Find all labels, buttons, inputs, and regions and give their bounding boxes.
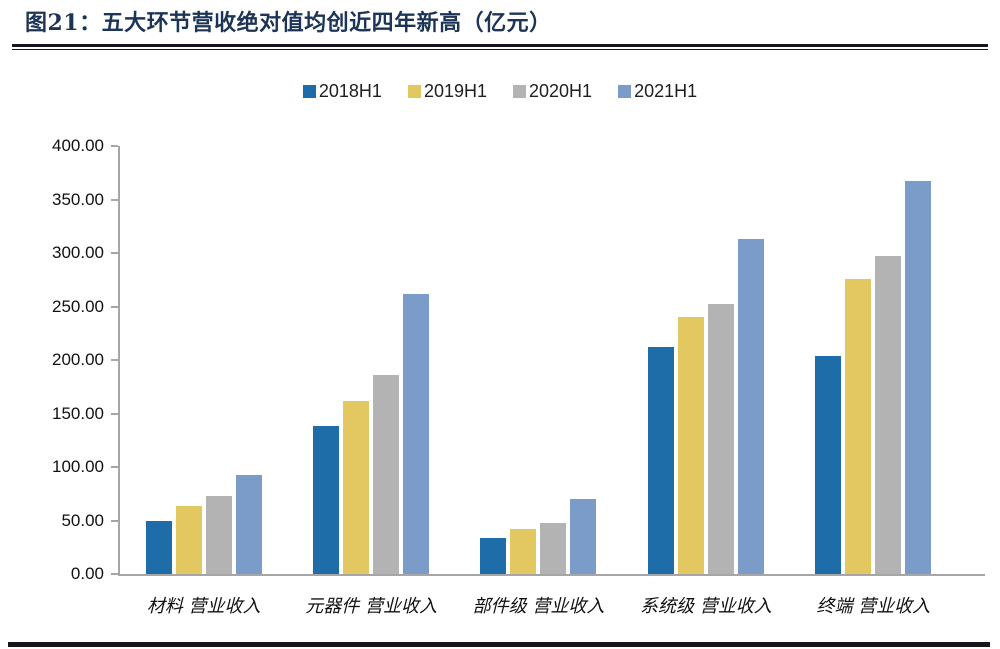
bar-group-1	[144, 474, 264, 574]
bar-2021H1	[905, 181, 932, 574]
y-axis-tick-mark	[111, 412, 118, 415]
chart-area: 0.00 50.00 100.00 150.00 200.00 250.00 300.00 3…	[0, 136, 1000, 583]
y-axis-tick-mark	[111, 466, 118, 468]
bar-2021H1	[570, 499, 597, 574]
x-axis-category-label: 材料 营业收入	[146, 596, 261, 617]
y-axis-tick-label: 100.00	[52, 457, 104, 476]
y-axis-tick-mark	[111, 359, 118, 361]
bar-group-3	[478, 499, 598, 574]
bar-2019H1	[677, 317, 704, 574]
bar-2020H1	[373, 374, 400, 574]
bar-2018H1	[480, 537, 507, 574]
y-axis-tick-mark	[111, 198, 118, 201]
legend-item-2018H1: 2018H1	[302, 81, 382, 101]
bar-group-4	[646, 239, 766, 574]
y-axis-tick-mark	[111, 573, 118, 575]
legend-swatch-icon	[302, 84, 316, 98]
legend-swatch-icon	[407, 84, 421, 98]
legend-label: 2018H1	[318, 81, 382, 101]
y-axis-labels: 0.00 50.00 100.00 150.00 200.00 250.00 300.00 3…	[0, 136, 118, 583]
x-axis-category-label: 部件级 营业收入	[472, 596, 605, 617]
x-axis-category-label: 系统级 营业收入	[640, 596, 772, 617]
figure-title: 图21：五大环节营收绝对值均创近四年新高（亿元）	[25, 10, 552, 36]
bar-2020H1	[875, 256, 902, 574]
y-axis-tick-label: 0.00	[70, 564, 104, 583]
bar-2020H1	[540, 522, 567, 574]
bar-2019H1	[845, 278, 872, 574]
y-axis-tick-label: 150.00	[52, 403, 104, 423]
bar-series-container	[120, 146, 985, 574]
y-axis-tick-label: 250.00	[52, 296, 104, 316]
bottom-divider	[8, 642, 990, 647]
y-axis-tick-label: 300.00	[52, 243, 104, 262]
y-axis-tick-mark	[111, 519, 118, 522]
bar-2020H1	[707, 304, 734, 574]
bar-2021H1	[403, 293, 430, 574]
legend-swatch-icon	[618, 84, 632, 98]
header-divider-thick-line	[12, 44, 988, 47]
y-axis-tick-mark	[111, 252, 118, 254]
bar-2020H1	[205, 495, 232, 574]
y-axis-tick-label: 200.00	[52, 350, 104, 369]
y-axis-tick-label: 50.00	[61, 510, 104, 530]
y-axis-tick-mark	[111, 145, 118, 147]
bar-2019H1	[343, 400, 370, 574]
y-axis-tick-label: 350.00	[52, 189, 104, 209]
bar-2018H1	[647, 347, 674, 574]
legend-label: 2020H1	[529, 81, 593, 101]
bar-2021H1	[235, 474, 262, 574]
bar-2019H1	[175, 505, 202, 574]
figure-header: 图21：五大环节营收绝对值均创近四年新高（亿元）	[0, 0, 1000, 51]
bar-group-2	[311, 293, 431, 574]
legend-label: 2019H1	[423, 81, 487, 101]
legend-label: 2021H1	[634, 81, 698, 101]
x-axis-labels: 材料 营业收入 元器件 营业收入 部件级 营业收入 系统级 营业收入 终端 营业收入	[120, 592, 985, 618]
y-axis-tick-mark	[111, 305, 118, 308]
bar-2021H1	[737, 239, 764, 574]
bar-2018H1	[145, 520, 172, 574]
y-axis-tick-label: 400.00	[52, 136, 104, 155]
chart-legend: 2018H1 2019H1 2020H1 2021H1	[0, 81, 1000, 101]
legend-item-2021H1: 2021H1	[618, 82, 697, 100]
bar-group-5	[813, 181, 933, 574]
x-axis-category-label: 元器件 营业收入	[305, 596, 437, 617]
legend-item-2020H1: 2020H1	[513, 82, 592, 100]
legend-swatch-icon	[513, 84, 526, 98]
bar-2018H1	[313, 426, 340, 574]
plot-area	[111, 145, 985, 576]
header-divider	[12, 44, 988, 51]
x-axis-category-label: 终端 营业收入	[816, 596, 931, 617]
bar-2018H1	[815, 355, 842, 574]
header-divider-thin-line	[12, 49, 988, 50]
legend-item-2019H1: 2019H1	[407, 81, 487, 101]
bar-2019H1	[510, 529, 537, 574]
